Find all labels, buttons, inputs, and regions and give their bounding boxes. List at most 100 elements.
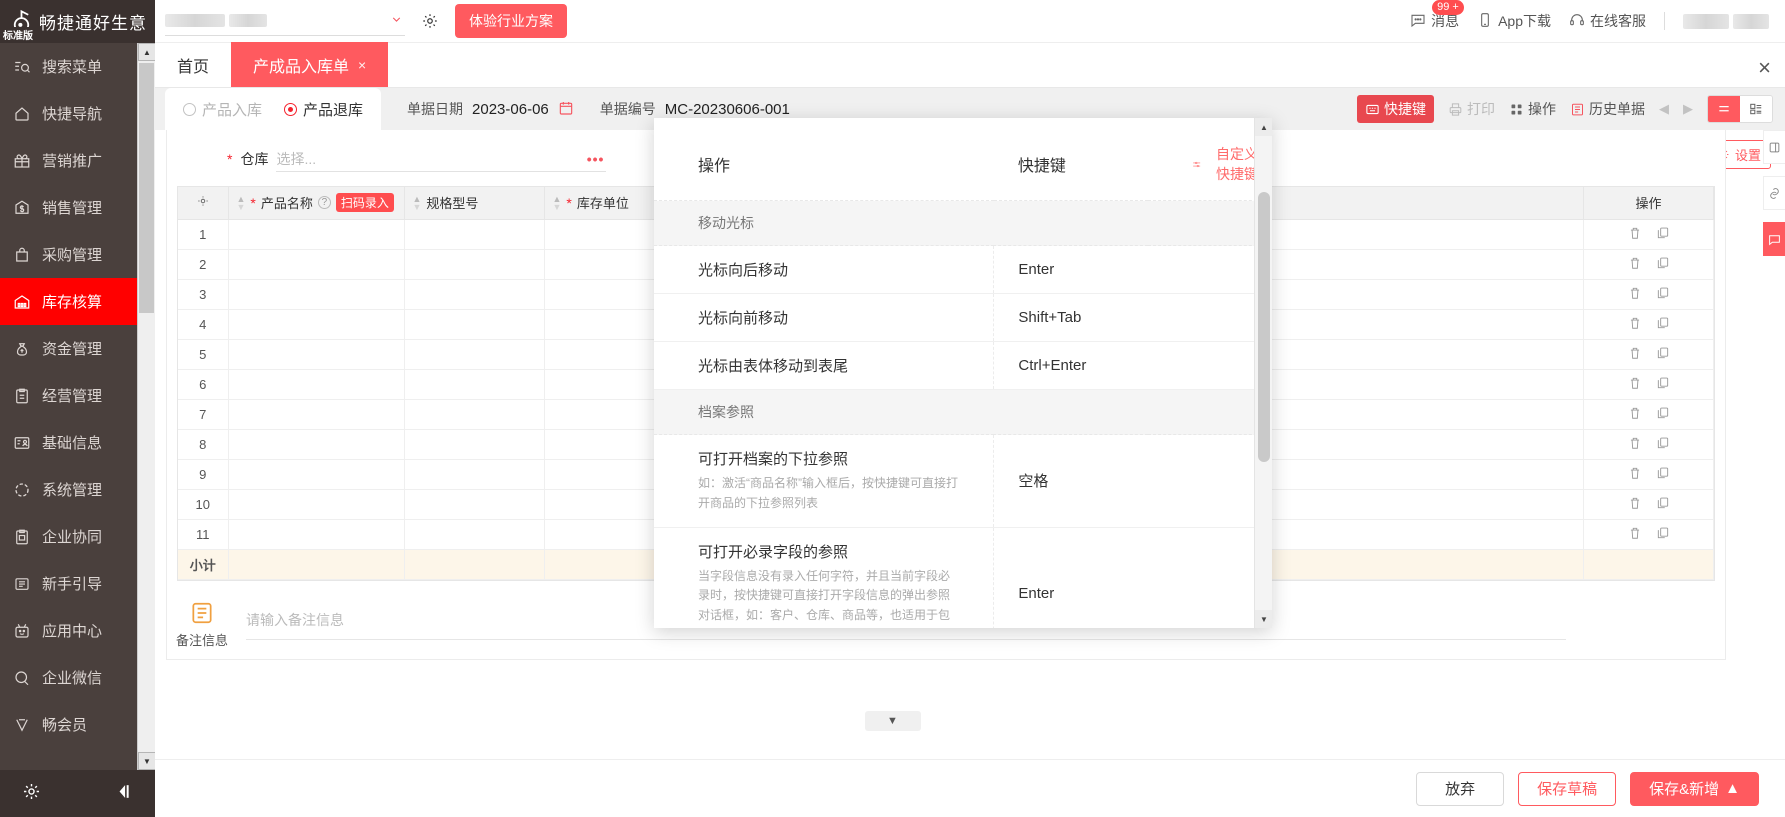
triangle-left-icon[interactable]: ◀: [1659, 101, 1669, 116]
cell-spec-model[interactable]: [404, 459, 545, 490]
sidebar-item-funds[interactable]: 资金管理: [0, 325, 155, 372]
copy-icon[interactable]: [1656, 286, 1670, 303]
sidebar-item-search-menu[interactable]: 搜索菜单: [0, 43, 155, 90]
customize-shortcut-link[interactable]: 自定义快捷键: [1192, 144, 1258, 184]
app-download-button[interactable]: App下载: [1477, 11, 1551, 31]
cell-product-name[interactable]: [228, 519, 405, 550]
caret-up-icon[interactable]: ▲: [1255, 118, 1272, 136]
help-icon[interactable]: ?: [317, 196, 331, 210]
shortcut-key-button[interactable]: 快捷键: [1357, 95, 1434, 123]
cell-stock-unit[interactable]: [544, 519, 665, 550]
sort-icon[interactable]: ▲▼: [412, 193, 422, 212]
list-view-icon[interactable]: [1708, 96, 1740, 122]
organization-select[interactable]: [165, 6, 405, 36]
copy-icon[interactable]: [1656, 376, 1670, 393]
cell-spec-model[interactable]: [404, 399, 545, 430]
tab-home[interactable]: 首页: [155, 42, 231, 87]
sidebar-item-basic-info[interactable]: 基础信息: [0, 419, 155, 466]
cell-product-name[interactable]: [228, 309, 405, 340]
cell-spec-model[interactable]: [404, 519, 545, 550]
sort-icon[interactable]: ▲▼: [552, 193, 562, 212]
caret-down-icon[interactable]: ▼: [864, 711, 921, 731]
collapse-icon[interactable]: [114, 782, 133, 806]
cell-stock-unit[interactable]: [544, 459, 665, 490]
user-account-redacted[interactable]: [1683, 13, 1769, 29]
cell-stock-unit[interactable]: [544, 279, 665, 310]
calendar-icon[interactable]: [558, 100, 574, 119]
copy-icon[interactable]: [1656, 346, 1670, 363]
copy-icon[interactable]: [1656, 466, 1670, 483]
cell-stock-unit[interactable]: [544, 339, 665, 370]
history-documents-button[interactable]: 历史单据: [1570, 99, 1645, 119]
close-icon[interactable]: ×: [358, 56, 367, 73]
delete-icon[interactable]: [1628, 346, 1642, 363]
caret-up-icon[interactable]: ▲: [1725, 780, 1740, 797]
cell-product-name[interactable]: [228, 369, 405, 400]
sidebar-item-collaboration[interactable]: 企业协同: [0, 513, 155, 560]
cell-stock-unit[interactable]: [544, 309, 665, 340]
cell-product-name[interactable]: [228, 489, 405, 520]
triangle-right-icon[interactable]: ▶: [1683, 101, 1693, 116]
cell-stock-unit[interactable]: [544, 429, 665, 460]
copy-icon[interactable]: [1656, 256, 1670, 273]
scroll-up-arrow-icon[interactable]: ▲: [138, 43, 155, 61]
close-all-icon[interactable]: ×: [1758, 55, 1771, 80]
cell-product-name[interactable]: [228, 339, 405, 370]
sidebar-item-marketing[interactable]: 营销推广: [0, 137, 155, 184]
copy-icon[interactable]: [1656, 436, 1670, 453]
chevron-down-icon[interactable]: [390, 13, 403, 29]
sidebar-item-system[interactable]: 系统管理: [0, 466, 155, 513]
delete-icon[interactable]: [1628, 316, 1642, 333]
discard-button[interactable]: 放弃: [1416, 771, 1505, 806]
delete-icon[interactable]: [1628, 376, 1642, 393]
cell-stock-unit[interactable]: [544, 369, 665, 400]
delete-icon[interactable]: [1628, 526, 1642, 543]
cell-product-name[interactable]: [228, 219, 405, 250]
cell-spec-model[interactable]: [404, 369, 545, 400]
scan-entry-badge[interactable]: 扫码录入: [335, 193, 394, 213]
sidebar-item-wechat-work[interactable]: 企业微信: [0, 654, 155, 701]
gear-icon[interactable]: [419, 10, 441, 32]
modal-scrollbar-thumb[interactable]: [1258, 192, 1270, 462]
column-settings-icon[interactable]: [196, 196, 210, 211]
messages-button[interactable]: 消息 99 +: [1410, 0, 1464, 31]
copy-icon[interactable]: [1656, 316, 1670, 333]
column-spec-model-header[interactable]: ▲ ▼ 规格型号: [404, 187, 545, 220]
cell-stock-unit[interactable]: [544, 219, 665, 250]
sort-icon[interactable]: ▲▼: [236, 193, 246, 212]
modal-scrollbar[interactable]: ▲ ▼: [1254, 118, 1272, 628]
warehouse-field[interactable]: * 仓库 选择... •••: [227, 146, 607, 172]
cell-spec-model[interactable]: [404, 219, 545, 250]
scrollbar-thumb[interactable]: [139, 63, 154, 313]
sidebar-item-purchase[interactable]: 采购管理: [0, 231, 155, 278]
copy-icon[interactable]: [1656, 526, 1670, 543]
chat-icon[interactable]: [1763, 222, 1785, 256]
copy-icon[interactable]: [1656, 406, 1670, 423]
cell-stock-unit[interactable]: [544, 489, 665, 520]
cell-stock-unit[interactable]: [544, 249, 665, 280]
cell-spec-model[interactable]: [404, 249, 545, 280]
cell-product-name[interactable]: [228, 459, 405, 490]
cell-spec-model[interactable]: [404, 429, 545, 460]
document-date-field[interactable]: 单据日期 2023-06-06: [407, 99, 574, 119]
panel-icon[interactable]: [1763, 130, 1785, 164]
delete-icon[interactable]: [1628, 496, 1642, 513]
cell-product-name[interactable]: [228, 249, 405, 280]
online-support-button[interactable]: 在线客服: [1569, 11, 1646, 31]
link-icon[interactable]: [1763, 176, 1785, 210]
tab-finished-goods-receipt[interactable]: 产成品入库单 ×: [231, 42, 389, 87]
cell-spec-model[interactable]: [404, 339, 545, 370]
radio-product-inbound[interactable]: 产品入库: [183, 99, 262, 120]
cell-spec-model[interactable]: [404, 279, 545, 310]
remark-input[interactable]: 请输入备注信息: [246, 600, 1566, 640]
delete-icon[interactable]: [1628, 466, 1642, 483]
copy-icon[interactable]: [1656, 226, 1670, 243]
ellipsis-icon[interactable]: •••: [586, 150, 605, 167]
gear-icon[interactable]: [22, 782, 41, 806]
cell-spec-model[interactable]: [404, 489, 545, 520]
sidebar-item-operations[interactable]: 经营管理: [0, 372, 155, 419]
print-button[interactable]: 打印: [1448, 99, 1495, 119]
sidebar-item-sales[interactable]: 销售管理: [0, 184, 155, 231]
delete-icon[interactable]: [1628, 226, 1642, 243]
sidebar-item-inventory[interactable]: 库存核算: [0, 278, 155, 325]
